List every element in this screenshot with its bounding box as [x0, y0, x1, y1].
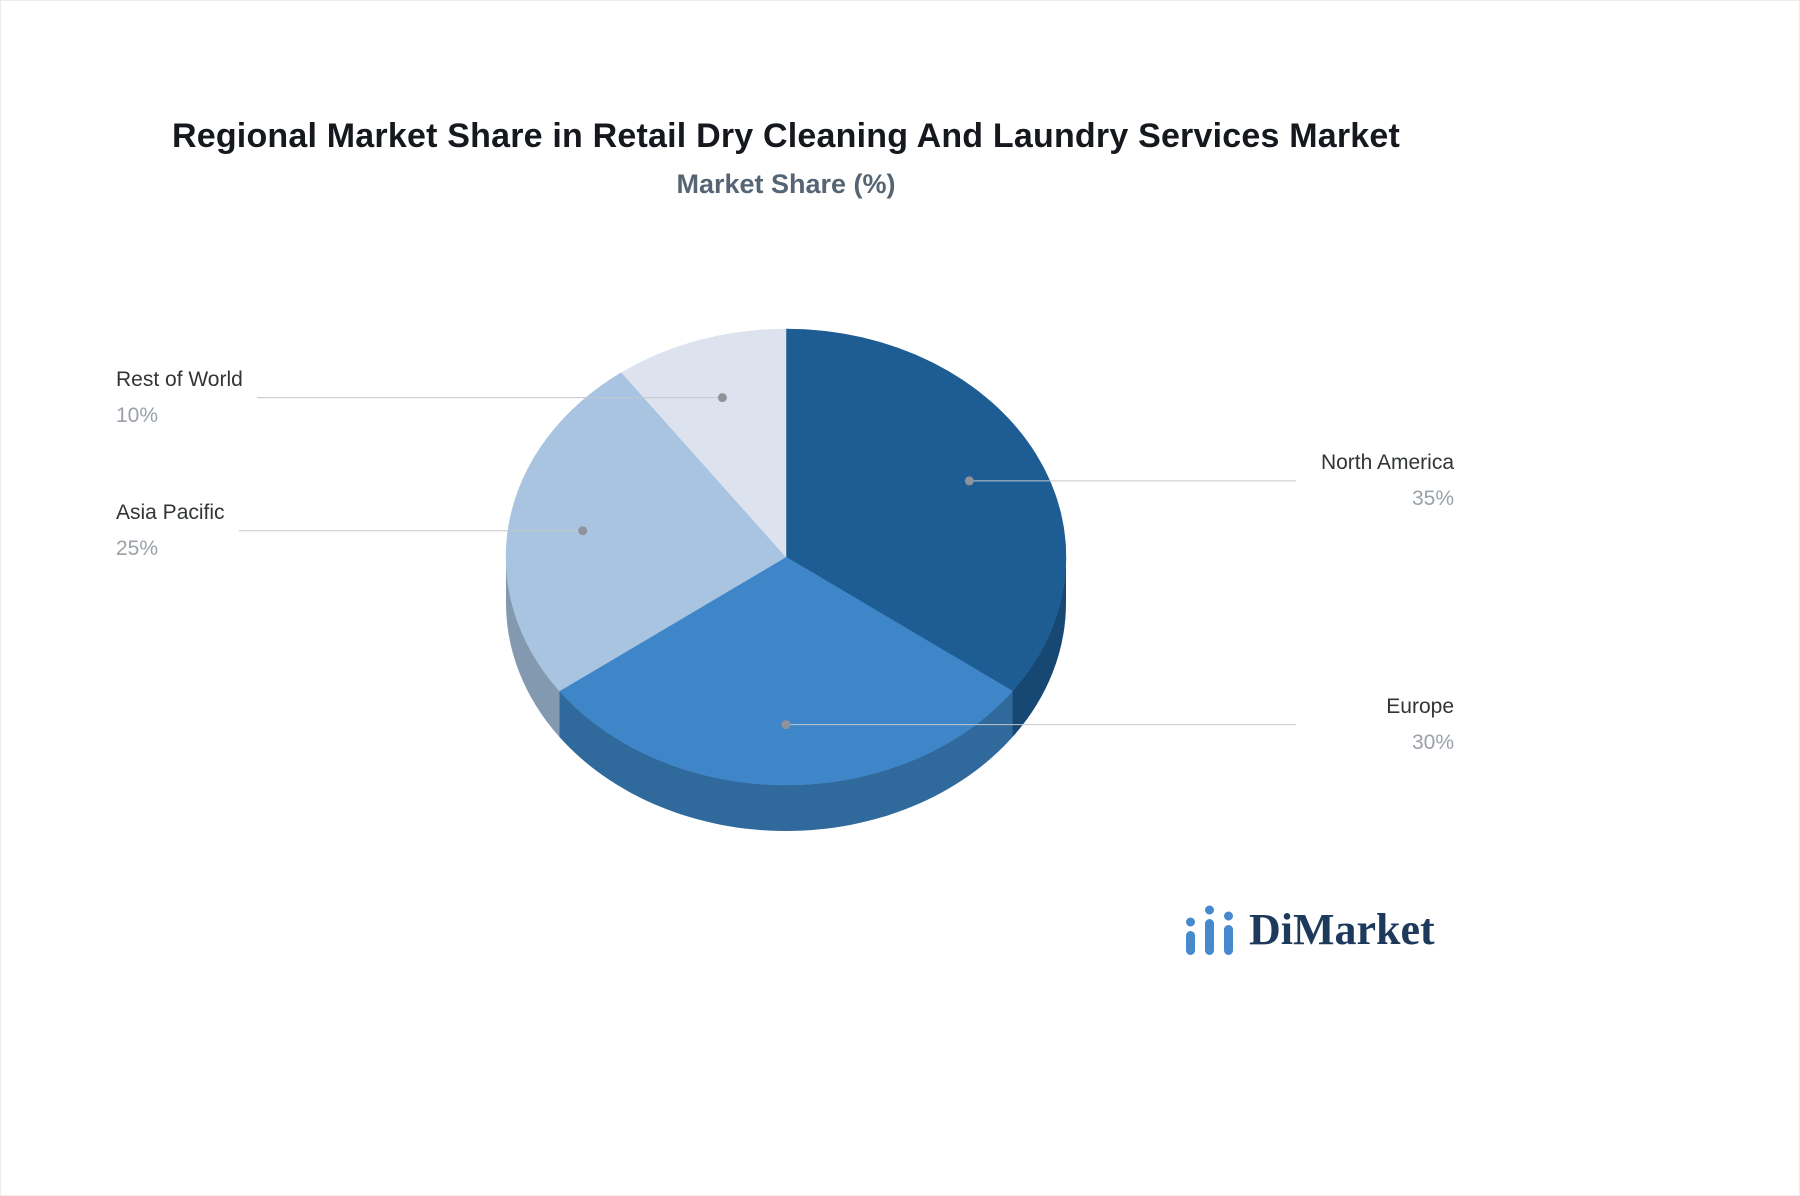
slice-label-text: North America	[1320, 450, 1454, 474]
leader-dot-asia-pacific	[578, 526, 588, 536]
brand-logo-text: DiMarket	[1249, 905, 1435, 954]
leader-dot-north-america	[964, 476, 974, 486]
chart-title: Regional Market Share in Retail Dry Clea…	[171, 117, 1401, 155]
callout-rest-of-world: Rest of World 10%	[116, 367, 243, 429]
pie-slice-side-europe	[559, 691, 1013, 831]
slice-percent-text: 25%	[116, 536, 159, 560]
pie-slice-asia-pacific[interactable]	[505, 372, 787, 692]
brand-logo: DiMarket	[1184, 903, 1435, 957]
pie-slice-north-america[interactable]	[785, 328, 1067, 692]
slice-percent-text: 10%	[116, 403, 159, 427]
pie-slice-rest-of-world[interactable]	[621, 328, 787, 558]
chart-subtitle: Market Share (%)	[676, 169, 896, 199]
bar-chart-icon	[1186, 905, 1233, 955]
slice-percent-text: 35%	[1411, 486, 1454, 510]
callout-europe: Europe 30%	[1386, 694, 1454, 756]
leader-dot-europe	[781, 720, 791, 730]
slice-label-text: Rest of World	[116, 367, 243, 391]
callout-north-america: North America 35%	[1321, 450, 1454, 512]
slice-label-text: Europe	[1386, 694, 1454, 718]
pie-slice-side-north-america	[1012, 557, 1066, 738]
slice-label-text: Asia Pacific	[116, 500, 225, 524]
pie-slice-europe[interactable]	[559, 556, 1013, 786]
slice-percent-text: 30%	[1411, 730, 1454, 754]
leader-dot-rest-of-world	[717, 393, 727, 403]
pie-slice-side-asia-pacific	[506, 557, 560, 738]
callout-asia-pacific: Asia Pacific 25%	[116, 500, 225, 562]
